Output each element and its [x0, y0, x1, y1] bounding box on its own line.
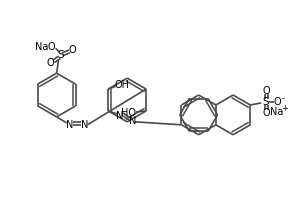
Text: N: N	[66, 120, 73, 130]
Text: Na: Na	[35, 42, 48, 52]
Text: N: N	[116, 111, 124, 121]
Text: O: O	[262, 108, 270, 118]
Text: O: O	[262, 86, 270, 96]
Text: S: S	[263, 97, 270, 107]
Text: O: O	[48, 42, 56, 52]
Text: S: S	[57, 50, 64, 60]
Text: O: O	[69, 45, 76, 55]
Text: HO: HO	[121, 108, 136, 118]
Text: +: +	[282, 104, 288, 113]
Text: N: N	[129, 116, 137, 126]
Text: Na: Na	[270, 107, 284, 117]
Text: O: O	[47, 58, 54, 68]
Text: O: O	[273, 97, 281, 107]
Text: OH: OH	[115, 80, 130, 90]
Text: -: -	[282, 95, 285, 103]
Text: N: N	[81, 120, 88, 130]
